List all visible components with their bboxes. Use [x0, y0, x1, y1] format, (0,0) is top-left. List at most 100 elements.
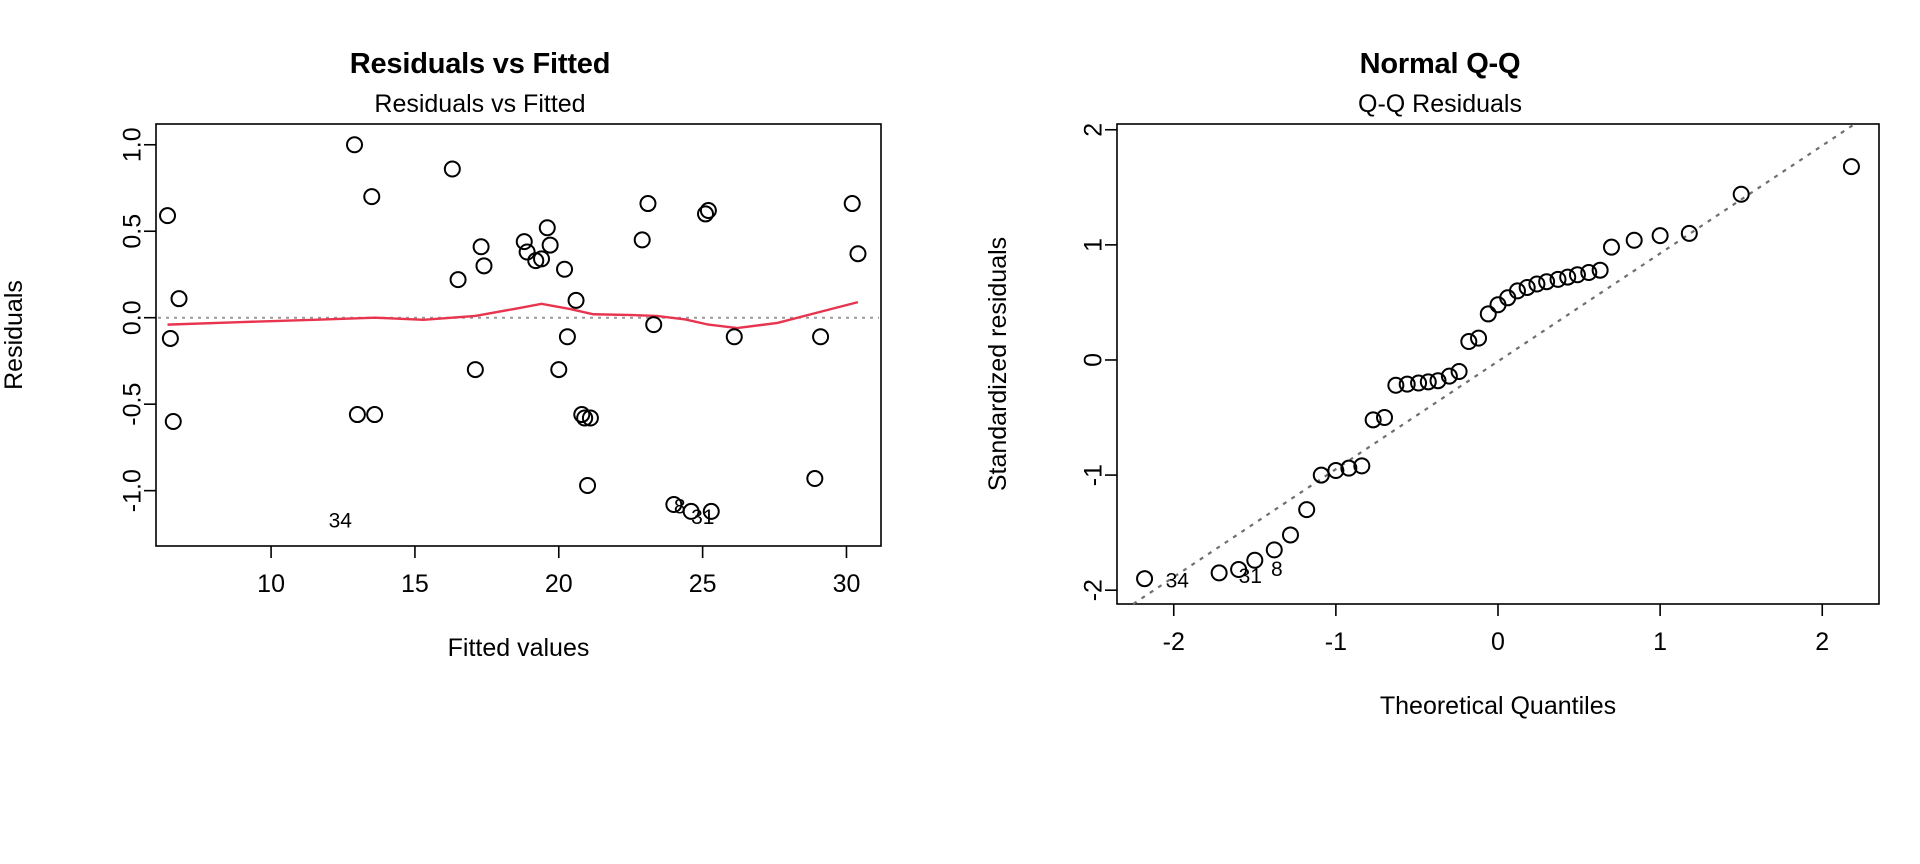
x-tick-label: 10: [257, 570, 285, 598]
data-point: [346, 136, 364, 154]
data-point: [1602, 238, 1620, 256]
data-point: [170, 290, 188, 308]
y-tick-label: 0.0: [119, 300, 147, 335]
y-axis-title: Residuals: [0, 280, 28, 390]
plot-box: [1116, 123, 1880, 605]
panel-subtitle-left: Residuals vs Fitted: [374, 90, 586, 118]
data-point: [639, 195, 657, 213]
x-tick-label: -2: [1163, 628, 1185, 656]
data-point: [645, 316, 663, 334]
data-point: [1732, 185, 1750, 203]
panel-residuals-vs-fitted: Residuals vs Fitted Residuals vs Fitted …: [0, 48, 882, 662]
data-point: [1680, 224, 1698, 242]
data-point: [581, 409, 599, 427]
data-point: [1479, 305, 1497, 323]
data-point: [579, 476, 597, 494]
data-point: [1559, 268, 1577, 286]
data-point: [1387, 376, 1405, 394]
data-point: [576, 409, 594, 427]
data-point: [1353, 457, 1371, 475]
data-point: [1429, 372, 1447, 390]
data-point: [1651, 227, 1669, 245]
data-point: [1450, 362, 1468, 380]
data-point: [633, 231, 651, 249]
data-point: [573, 406, 591, 424]
data-point: [806, 470, 824, 488]
y-tick-label: 2: [1080, 123, 1108, 137]
data-point: [1410, 374, 1428, 392]
x-tick-label: 20: [545, 570, 573, 598]
y-tick-label: -1.0: [119, 469, 147, 512]
data-point: [1246, 551, 1264, 569]
data-point: [1230, 560, 1248, 578]
point-label: 31: [1239, 565, 1262, 588]
data-point: [472, 238, 490, 256]
data-point: [1470, 329, 1488, 347]
data-point: [1419, 373, 1437, 391]
data-point: [1528, 275, 1546, 293]
point-label: 34: [329, 509, 353, 532]
data-point: [366, 406, 384, 424]
data-point: [682, 502, 700, 520]
plot-area-left: 34 8 31 10 15 20 25 30 -1.0 -0.5 0.0 0.5 1.0 Fitted v…: [0, 123, 882, 662]
data-point: [699, 201, 717, 219]
panel-title-right: Normal Q-Q: [1359, 48, 1521, 80]
panel-title-left: Residuals vs Fitted: [349, 48, 611, 80]
data-point: [1281, 526, 1299, 544]
x-axis-title: Theoretical Quantiles: [1380, 692, 1616, 720]
data-point: [1136, 570, 1154, 588]
point-label: 8: [674, 495, 686, 518]
data-point: [567, 291, 585, 309]
qq-reference-line: [1132, 123, 1856, 605]
x-tick-label: 2: [1815, 628, 1829, 656]
point-label: 31: [691, 506, 714, 529]
data-point: [1568, 266, 1586, 284]
data-point: [1298, 501, 1316, 519]
data-point: [849, 245, 867, 263]
data-point: [541, 236, 559, 254]
data-points: [159, 136, 867, 520]
y-axis-title: Standardized residuals: [984, 237, 1012, 491]
data-point: [161, 329, 179, 347]
data-point: [164, 412, 182, 430]
data-point: [812, 328, 830, 346]
data-point: [725, 328, 743, 346]
y-tick-label: -1: [1080, 464, 1108, 486]
data-point: [443, 160, 461, 178]
data-point: [1340, 459, 1358, 477]
plot-box: [155, 123, 882, 547]
panel-normal-qq: Normal Q-Q Q-Q Residuals 34 31 8 -2 -1 0 1 2 -2 -…: [960, 0, 1920, 864]
data-point: [558, 328, 576, 346]
x-tick-label: -1: [1325, 628, 1347, 656]
x-tick-label: 0: [1491, 628, 1505, 656]
y-tick-label: 0: [1080, 353, 1108, 367]
data-point: [1265, 541, 1283, 559]
data-point: [697, 205, 714, 223]
data-point: [1842, 158, 1860, 176]
data-point: [348, 406, 366, 424]
data-point: [466, 361, 484, 379]
data-point: [1364, 411, 1382, 429]
data-point: [518, 243, 536, 261]
y-tick-label: -2: [1080, 579, 1108, 601]
point-label: 8: [1271, 558, 1283, 581]
data-point: [843, 195, 861, 213]
data-point: [1549, 270, 1567, 288]
data-point: [475, 257, 493, 275]
loess-smoother-line: [167, 300, 859, 330]
plot-area-right: 34 31 8 -2 -1 0 1 2 -2 -1 0 1 2 Theoretical Quantiles…: [984, 123, 1880, 720]
y-tick-label: -0.5: [119, 383, 147, 426]
data-point: [1591, 261, 1609, 279]
data-point: [1460, 333, 1478, 351]
y-tick-label: 1.0: [119, 127, 147, 162]
data-point: [538, 219, 556, 237]
data-point: [556, 260, 574, 278]
data-point: [449, 271, 467, 289]
x-tick-label: 1: [1653, 628, 1667, 656]
data-point: [702, 502, 720, 520]
data-point: [1327, 461, 1345, 479]
data-point: [1376, 409, 1394, 427]
data-point: [1440, 367, 1458, 385]
data-point: [1625, 231, 1643, 249]
